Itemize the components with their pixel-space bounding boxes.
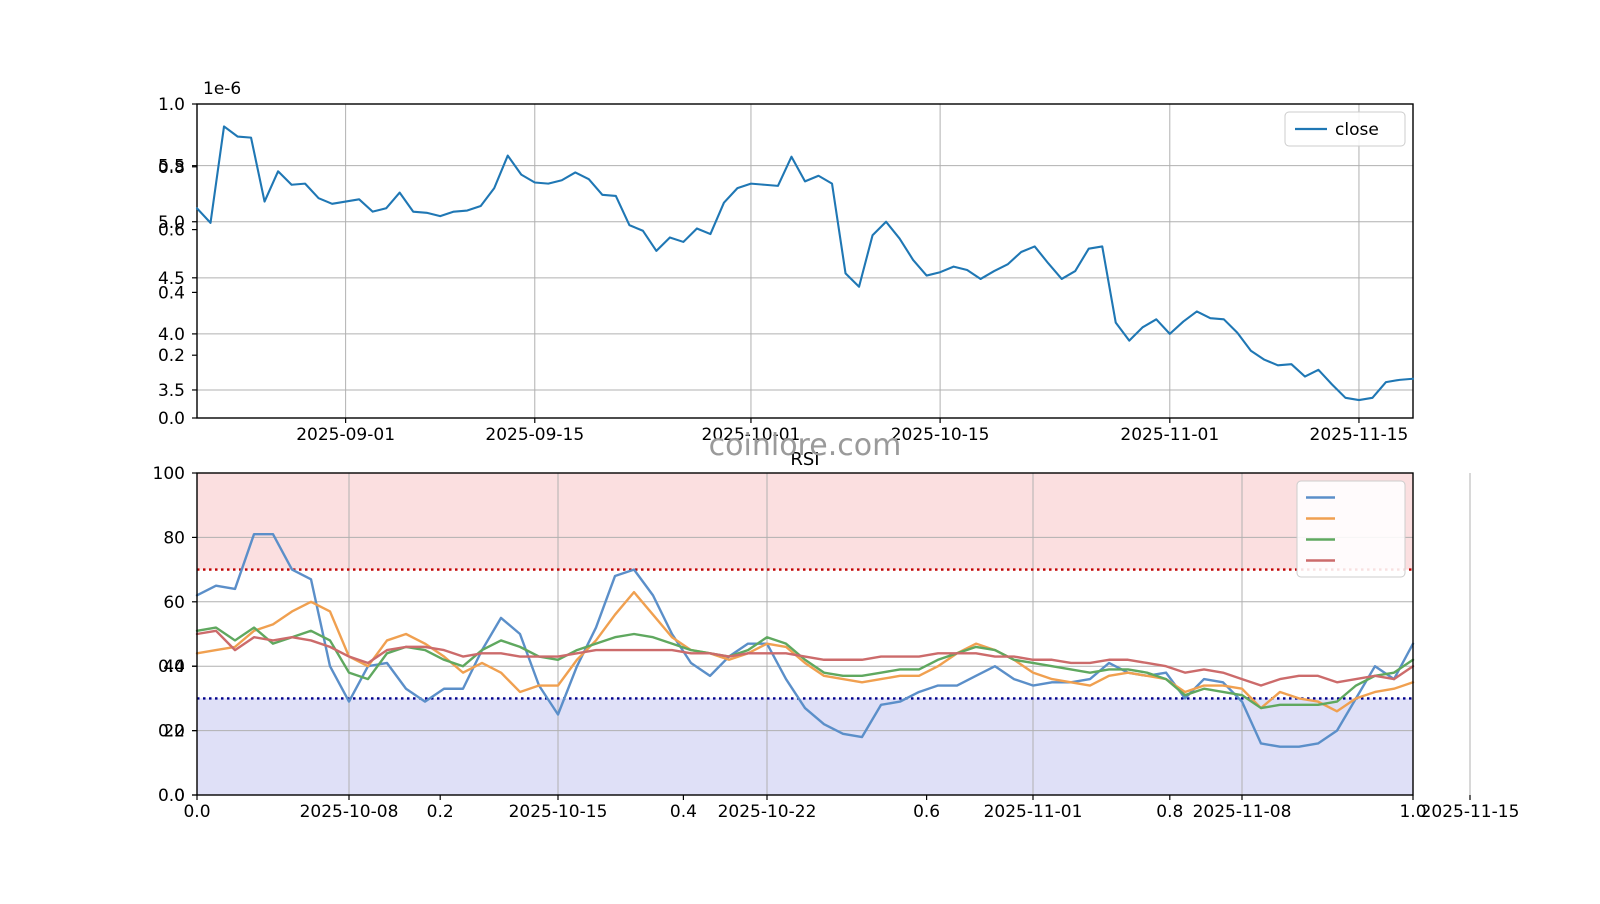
rsi-xtick-label: 2025-11-08 [1193, 802, 1292, 822]
price-ytick-overlay-label: 0.0 [158, 409, 185, 429]
rsi-band-overbought [197, 473, 1413, 570]
rsi-xtick-label: 2025-10-15 [509, 802, 608, 822]
rsi-ytick-label: 100 [153, 464, 185, 484]
rsi-ytick-label: 80 [163, 528, 185, 548]
rsi-series-rsi-42 [195, 629, 1415, 687]
rsi-xtick-overlay-label: 1.0 [1399, 802, 1426, 822]
rsi-ytick-label: 40 [163, 657, 185, 677]
price-xtick-label: 2025-09-01 [296, 425, 395, 445]
rsi-legend-box [1296, 480, 1406, 578]
rsi-band-oversold [197, 698, 1413, 795]
rsi-ytick-label: 0 [174, 786, 185, 806]
price-panel: 5.5 5.0 4.5 4.0 3.5 1.0 0.8 0.6 0.4 0.2 0.0 2025-09… [158, 79, 1415, 445]
rsi-xtick-overlay-label: 0.0 [183, 802, 210, 822]
price-ytick-overlay-label: 0.2 [158, 346, 185, 366]
price-ytick-label: 5.0 [158, 213, 185, 233]
price-legend-box [1284, 111, 1406, 147]
rsi-panel-title: RSI [790, 449, 819, 470]
price-ytick-overlay-label: 1.0 [158, 95, 185, 115]
rsi-xtick-overlay-label: 0.6 [913, 802, 940, 822]
rsi-xtick-label: 2025-11-15 [1421, 802, 1520, 822]
price-ytick-overlay-label: 0.6 [158, 221, 185, 241]
rsi-series-rsi-14 [195, 590, 1415, 713]
rsi-series-rsi-9 [195, 532, 1415, 748]
rsi-ytick-label: 60 [163, 593, 185, 613]
price-series-close [195, 125, 1415, 402]
price-xtick-label: 2025-11-01 [1120, 425, 1219, 445]
watermark-coinlore: coinlore.com [709, 428, 902, 463]
price-ytick-overlay-label: 0.4 [158, 283, 185, 303]
rsi-panel: 100 80 60 40 20 0 0.4 0.2 0.0 2025-10-08 2025-10-1… [153, 449, 1520, 822]
rsi-ytick-overlay-label: 0.0 [158, 786, 185, 806]
rsi-xtick-overlay-label: 0.8 [1156, 802, 1183, 822]
price-axes-frame [196, 103, 1414, 419]
rsi-xtick-label: 2025-10-22 [718, 802, 817, 822]
price-ytick-label: 5.5 [158, 157, 185, 177]
rsi-ytick-label: 20 [163, 722, 185, 742]
price-legend-label-close: close [1335, 120, 1379, 140]
rsi-ytick-overlay-label: 0.2 [158, 722, 185, 742]
price-xtick-label: 2025-10-15 [891, 425, 990, 445]
price-ytick-label: 4.0 [158, 325, 185, 345]
rsi-axes-frame [196, 472, 1414, 796]
price-offset-exponent: 1e-6 [203, 79, 241, 99]
price-ytick-label: 3.5 [158, 381, 185, 401]
rsi-xtick-overlay-label: 0.2 [427, 802, 454, 822]
rsi-xtick-label: 2025-11-01 [984, 802, 1083, 822]
price-ytick-label: 4.5 [158, 269, 185, 289]
rsi-xtick-overlay-label: 0.4 [670, 802, 697, 822]
price-xtick-label: 2025-11-15 [1310, 425, 1409, 445]
price-ytick-overlay-label: 0.8 [158, 158, 185, 178]
price-xtick-label: 2025-10-01 [702, 425, 801, 445]
price-xtick-label: 2025-09-15 [485, 425, 584, 445]
rsi-ytick-overlay-label: 0.4 [158, 657, 185, 677]
rsi-xtick-label: 2025-10-08 [300, 802, 399, 822]
